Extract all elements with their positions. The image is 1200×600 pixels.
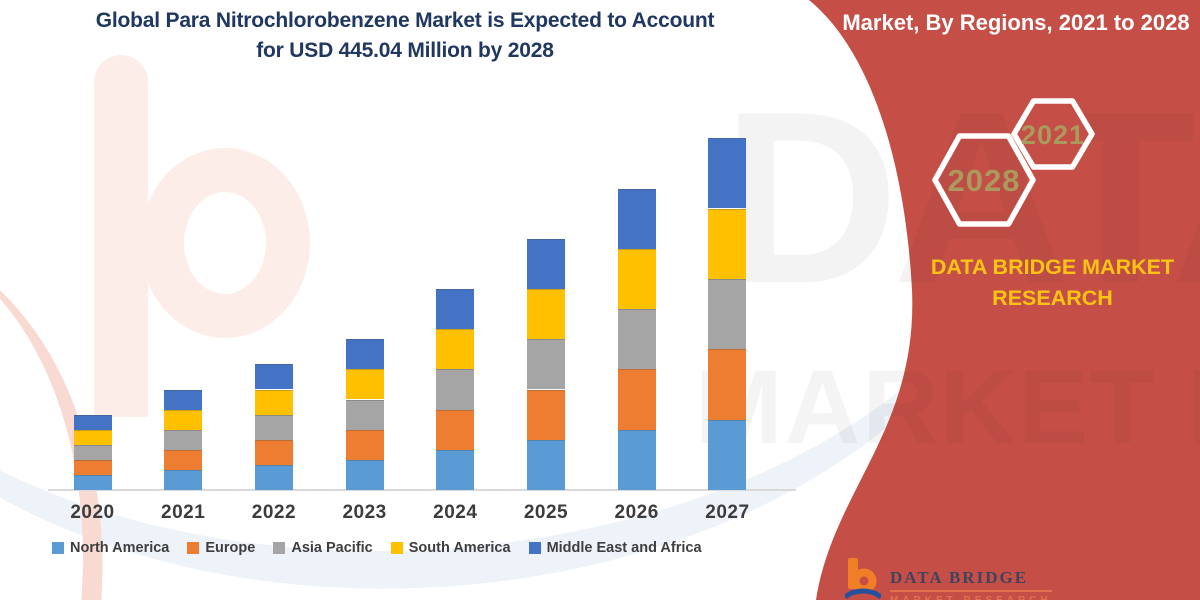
footer-logo: DATA BRIDGE MARKET RESEARCH [845,556,1052,600]
bar-segment-2027-asia-pacific [708,278,747,350]
title-line-1: Global Para Nitrochlorobenzene Market is… [95,9,715,32]
legend-label: North America [70,540,170,556]
bar-segment-2026-middle-east-and-africa [617,188,656,249]
legend-swatch [52,542,64,554]
bar-segment-2022-europe [254,439,293,465]
bar-segment-2026-asia-pacific [617,309,656,370]
legend-swatch [187,542,200,554]
bar-segment-2025-asia-pacific [527,339,565,390]
legend-item-middle-east-and-africa: Middle East and Africa [528,540,702,556]
bar-segment-2024-europe [436,409,475,450]
bar-segment-2025-middle-east-and-africa [527,238,565,289]
footer-logo-rule [890,590,1052,592]
footer-logo-sub: MARKET RESEARCH [890,595,1052,600]
bar-segment-2020-south-america [73,429,112,445]
bar-segment-2024-north-america [436,449,475,490]
footer-logo-name: DATA BRIDGE [890,568,1029,587]
bar-segment-2024-asia-pacific [436,369,475,410]
bar-segment-2025-south-america [527,289,565,340]
chart-legend: North America Europe Asia Pacific South Ame… [52,540,702,556]
bar-segment-2021-asia-pacific [164,429,203,450]
x-axis-line [48,489,796,491]
x-axis-label-2022: 2022 [251,502,297,523]
bar-segment-2023-south-america [345,369,384,400]
x-axis-label-2023: 2023 [342,502,387,523]
bar-segment-2024-south-america [436,329,475,370]
bar-segment-2023-europe [345,429,384,460]
legend-label: South America [408,540,511,556]
legend-item-south-america: South America [390,540,511,556]
x-axis-label-2024: 2024 [433,502,478,523]
bar-segment-2020-europe [73,459,112,475]
bar-segment-2022-south-america [254,389,293,415]
bar-segment-2022-asia-pacific [254,414,293,440]
x-axis-label-2021: 2021 [161,502,206,523]
bar-segment-2020-north-america [73,474,112,490]
bar-segment-2023-north-america [345,459,384,490]
bar-segment-2026-europe [617,369,656,430]
bar-segment-2024-middle-east-and-africa [436,289,475,330]
bar-segment-2021-middle-east-and-africa [164,389,203,410]
bar-segment-2021-south-america [164,409,203,430]
legend-label: Middle East and Africa [546,540,702,556]
bar-segment-2020-middle-east-and-africa [73,414,112,430]
footer-logo-text: DATA BRIDGE MARKET RESEARCH [890,568,1052,600]
x-axis-label-2027: 2027 [705,502,750,523]
x-axis-label-2026: 2026 [614,502,659,523]
legend-swatch [528,542,541,554]
legend-swatch [390,542,403,554]
bar-segment-2027-europe [708,349,747,420]
legend-swatch [273,542,286,554]
bar-segment-2027-south-america [708,208,747,279]
legend-label: Asia Pacific [291,540,373,556]
bar-segment-2026-north-america [617,429,656,490]
legend-item-north-america: North America [52,540,169,556]
bar-segment-2020-asia-pacific [73,444,112,460]
bar-segment-2023-asia-pacific [345,399,384,430]
bar-segment-2023-middle-east-and-africa [345,339,384,370]
bar-segment-2022-middle-east-and-africa [254,364,293,390]
legend-item-europe: Europe [187,540,255,556]
footer-logo-b-icon [845,558,881,600]
x-axis-label-2025: 2025 [523,502,569,523]
watermark-b-stem [94,55,148,417]
title-line-2: for USD 445.04 Million by 2028 [256,39,554,62]
legend-item-asia-pacific: Asia Pacific [273,540,373,556]
bar-segment-2025-europe [527,389,565,440]
x-axis-label-2020: 2020 [70,502,115,523]
bar-segment-2021-north-america [164,469,203,490]
bar-segment-2026-south-america [617,248,656,310]
bar-segment-2022-north-america [254,464,293,490]
bar-segment-2027-middle-east-and-africa [708,138,747,209]
page-title: Global Para Nitrochlorobenzene Market is… [0,6,810,66]
bar-segment-2025-north-america [527,439,565,490]
bar-segment-2021-europe [164,449,203,470]
legend-label: Europe [205,540,256,556]
bar-segment-2027-north-america [708,419,747,490]
